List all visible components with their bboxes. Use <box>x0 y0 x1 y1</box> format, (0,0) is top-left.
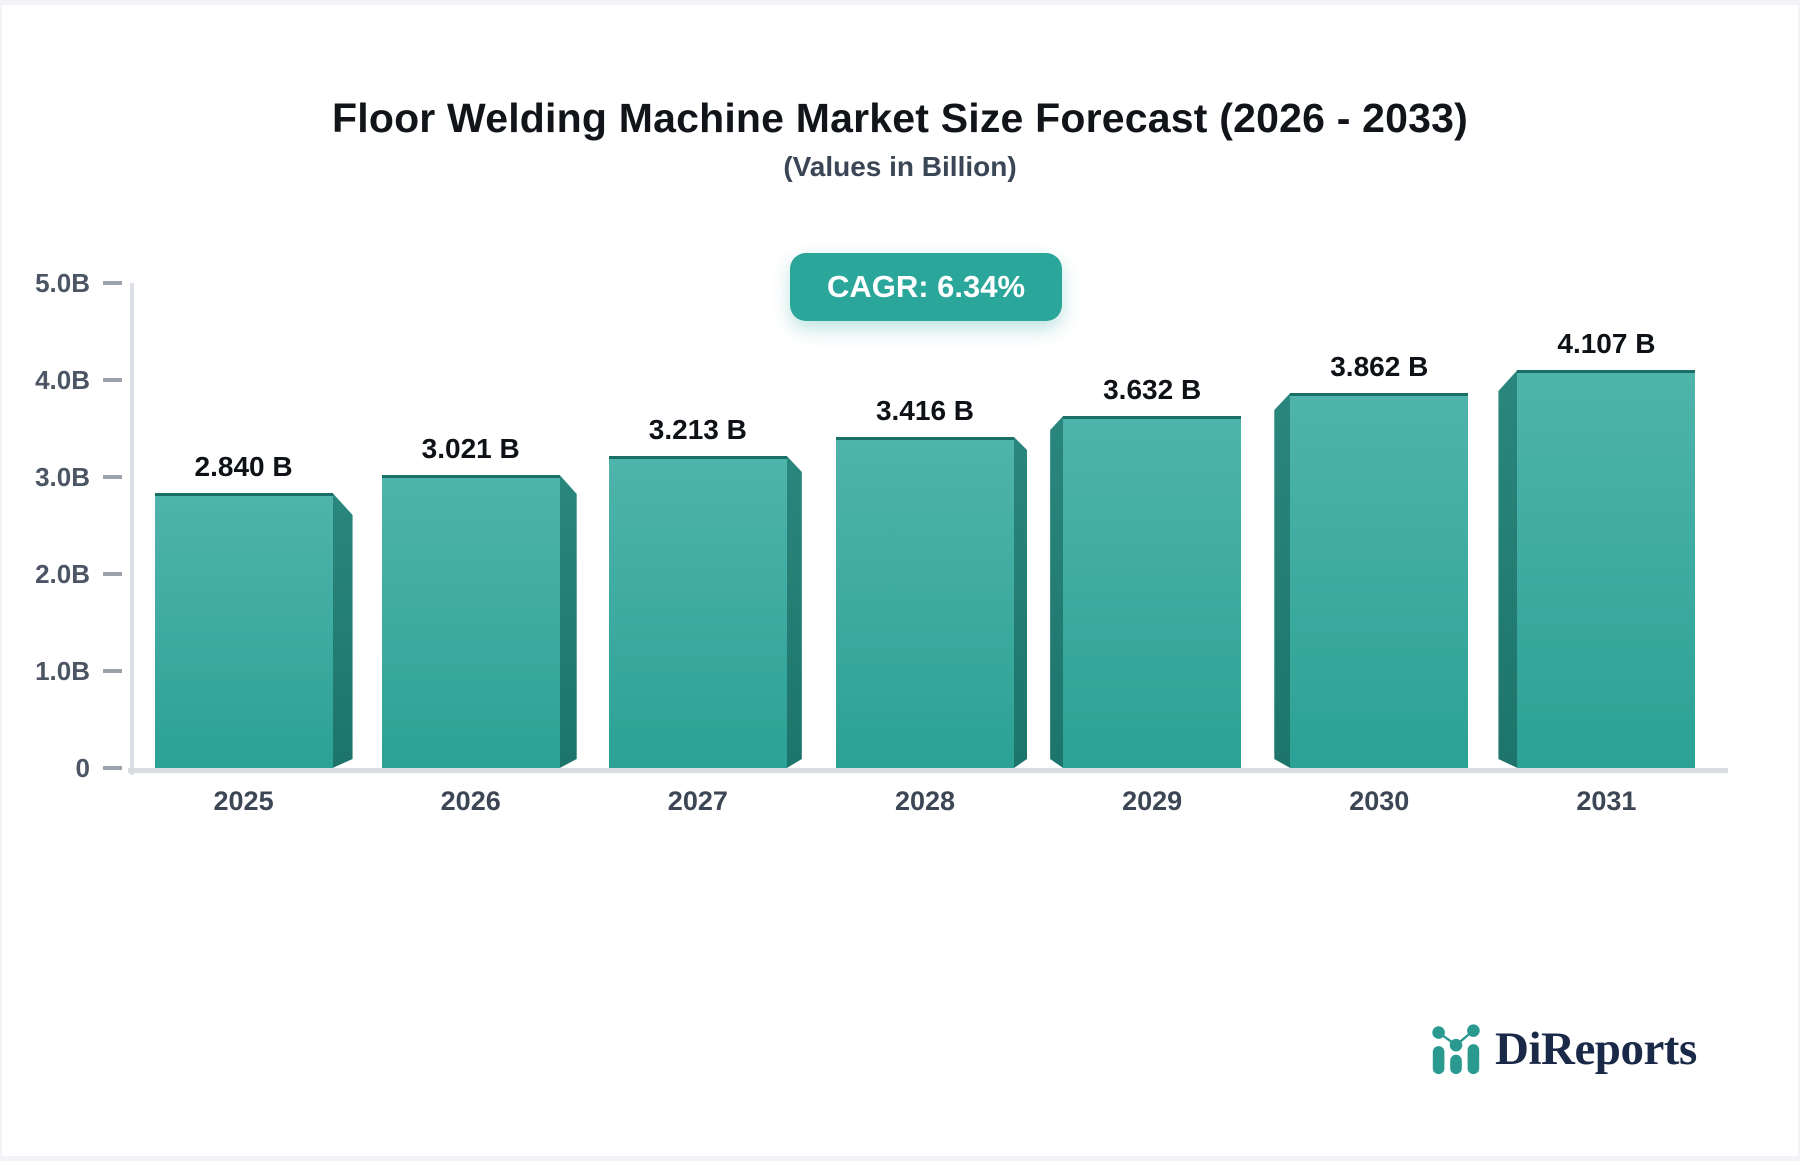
bar-2026 <box>381 475 560 768</box>
chart-title: Floor Welding Machine Market Size Foreca… <box>331 95 1469 141</box>
watermark-logo: DiReports <box>1427 1020 1697 1078</box>
y-tick-dash <box>103 378 122 382</box>
chart-subtitle: (Values in Billion) <box>783 151 1017 182</box>
bar-3d-side <box>333 493 353 768</box>
bar-2029 <box>1063 416 1242 768</box>
bar-2027 <box>608 456 787 768</box>
bar-value-label: 3.862 B <box>1330 351 1429 382</box>
watermark-text: DiReports <box>1495 1023 1697 1075</box>
bar-2028 <box>836 437 1014 768</box>
x-axis-label-2031: 2031 <box>1576 786 1637 816</box>
x-axis-label-2029: 2029 <box>1122 786 1183 816</box>
mini-bar-chart-logo-icon <box>1432 1024 1480 1075</box>
bar-3d-side <box>560 475 577 768</box>
y-tick-label: 5.0B <box>35 268 90 298</box>
bar-value-label: 3.416 B <box>875 395 975 426</box>
x-axis-label-2025: 2025 <box>213 786 274 816</box>
bar-3d-side <box>1050 416 1063 768</box>
bar-3d-side <box>1274 393 1290 768</box>
y-tick-label: 2.0B <box>35 559 90 589</box>
bar-3d-side <box>1014 437 1027 768</box>
y-tick-dash <box>103 475 122 479</box>
chart-card: Floor Welding Machine Market Size Foreca… <box>2 5 1798 1156</box>
y-tick-label: 1.0B <box>35 656 90 686</box>
cagr-badge: CAGR: 6.34% <box>790 253 1062 321</box>
x-axis-label-2026: 2026 <box>440 786 501 816</box>
y-tick-dash <box>103 281 122 285</box>
bar-3d-side <box>1498 370 1517 768</box>
bar-value-label: 3.021 B <box>421 433 520 464</box>
y-tick-dash <box>103 766 122 770</box>
x-axis-label-2027: 2027 <box>667 786 728 816</box>
x-axis-label-2030: 2030 <box>1349 786 1410 816</box>
y-tick-dash <box>103 572 122 576</box>
y-axis-line <box>130 283 134 775</box>
y-tick-dash <box>103 669 122 673</box>
bar-value-label: 3.632 B <box>1103 374 1202 405</box>
x-axis-label-2028: 2028 <box>894 786 956 816</box>
bar-value-label: 2.840 B <box>194 451 293 482</box>
y-tick-label: 0 <box>75 753 90 783</box>
y-tick-label: 3.0B <box>35 462 90 492</box>
bar-3d-side <box>787 456 802 768</box>
x-axis-baseline <box>128 768 1728 773</box>
bar-value-label: 4.107 B <box>1557 328 1656 359</box>
bar-2025 <box>154 493 333 768</box>
bar-2030 <box>1290 393 1469 768</box>
bar-value-label: 3.213 B <box>648 414 747 445</box>
y-tick-label: 4.0B <box>35 365 90 395</box>
bar-2031 <box>1517 370 1696 768</box>
